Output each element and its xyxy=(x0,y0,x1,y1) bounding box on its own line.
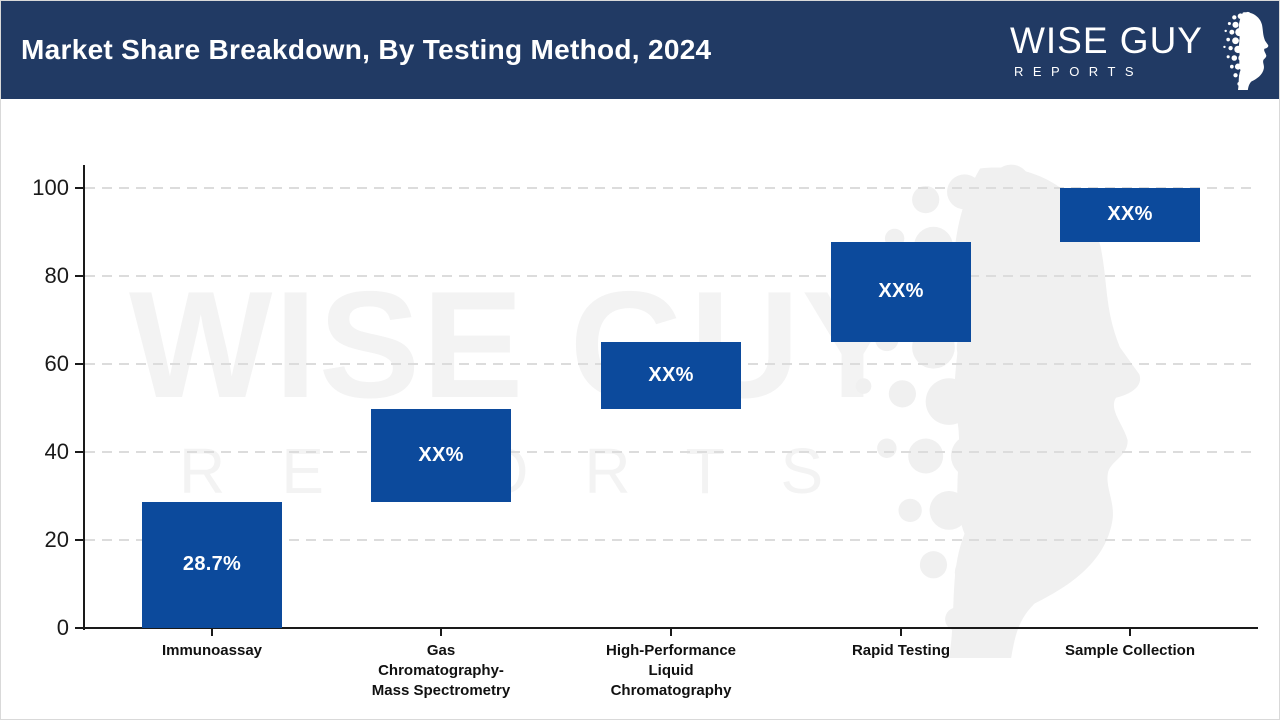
x-tick-label-line: Rapid Testing xyxy=(851,642,951,659)
bar-value-label: XX% xyxy=(1107,203,1153,226)
bar: XX% xyxy=(1060,188,1200,242)
brand-logo-text: WISE GUY REPORTS xyxy=(1010,22,1203,79)
x-tick-label-line: Mass Spectrometry xyxy=(371,682,511,699)
x-tick-label: High-Performance Liquid Chromatography xyxy=(551,641,791,701)
y-axis-tick xyxy=(75,363,83,365)
x-tick-label-line: Chromatography xyxy=(610,682,732,699)
bar-value-label: XX% xyxy=(878,280,924,303)
x-tick-label: Sample Collection xyxy=(1010,641,1250,661)
y-tick-label: 40 xyxy=(44,439,69,464)
x-tick-label: Rapid Testing xyxy=(781,641,1021,661)
x-axis-tick xyxy=(1129,629,1131,636)
y-axis-tick xyxy=(75,627,83,629)
gridline xyxy=(85,451,1258,453)
watermark-wiseguy-text: WISE GUY xyxy=(129,260,906,430)
y-axis-tick xyxy=(75,187,83,189)
bar-value-label: XX% xyxy=(418,443,464,466)
x-axis-line xyxy=(83,627,1258,629)
x-tick-label-line: Sample Collection xyxy=(1064,642,1196,659)
y-tick-label: 60 xyxy=(44,351,69,376)
bar: 28.7% xyxy=(142,501,282,628)
x-tick-label-line: Chromatography- xyxy=(378,662,504,679)
bar: XX% xyxy=(831,241,971,342)
x-axis-tick xyxy=(211,629,213,636)
y-tick-label: 100 xyxy=(32,175,69,200)
logo-wiseguy-label: WISE GUY xyxy=(1009,19,1203,61)
report-header: Market Share Breakdown, By Testing Metho… xyxy=(1,1,1279,99)
x-tick-label: Gas Chromatography- Mass Spectrometry xyxy=(321,641,561,701)
page-title: Market Share Breakdown, By Testing Metho… xyxy=(21,34,712,65)
bar: XX% xyxy=(601,342,741,409)
y-axis-tick xyxy=(75,275,83,277)
y-tick-label: 80 xyxy=(44,263,69,288)
x-axis-tick xyxy=(670,629,672,636)
gridline xyxy=(85,539,1258,541)
gridline xyxy=(85,187,1258,189)
x-tick-label-line: Liquid xyxy=(648,662,694,679)
logo-reports-label: REPORTS xyxy=(1013,63,1144,79)
bar: XX% xyxy=(371,408,511,502)
y-tick-label: 0 xyxy=(56,615,69,640)
y-axis-line xyxy=(83,165,85,630)
bar-value-label: XX% xyxy=(648,363,694,386)
x-tick-label-line: High-Performance xyxy=(605,642,737,659)
gridline xyxy=(85,275,1258,277)
bar-value-label: 28.7% xyxy=(182,553,242,576)
x-axis-tick xyxy=(440,629,442,636)
x-tick-label: Immunoassay xyxy=(92,641,332,661)
x-tick-label-line: Gas xyxy=(426,642,456,659)
x-tick-label-line: Immunoassay xyxy=(161,642,263,659)
brand-logo: WISE GUY REPORTS xyxy=(1010,1,1269,99)
x-axis-tick xyxy=(900,629,902,636)
y-axis-tick xyxy=(75,539,83,541)
y-axis-tick xyxy=(75,451,83,453)
y-tick-label: 20 xyxy=(44,527,69,552)
